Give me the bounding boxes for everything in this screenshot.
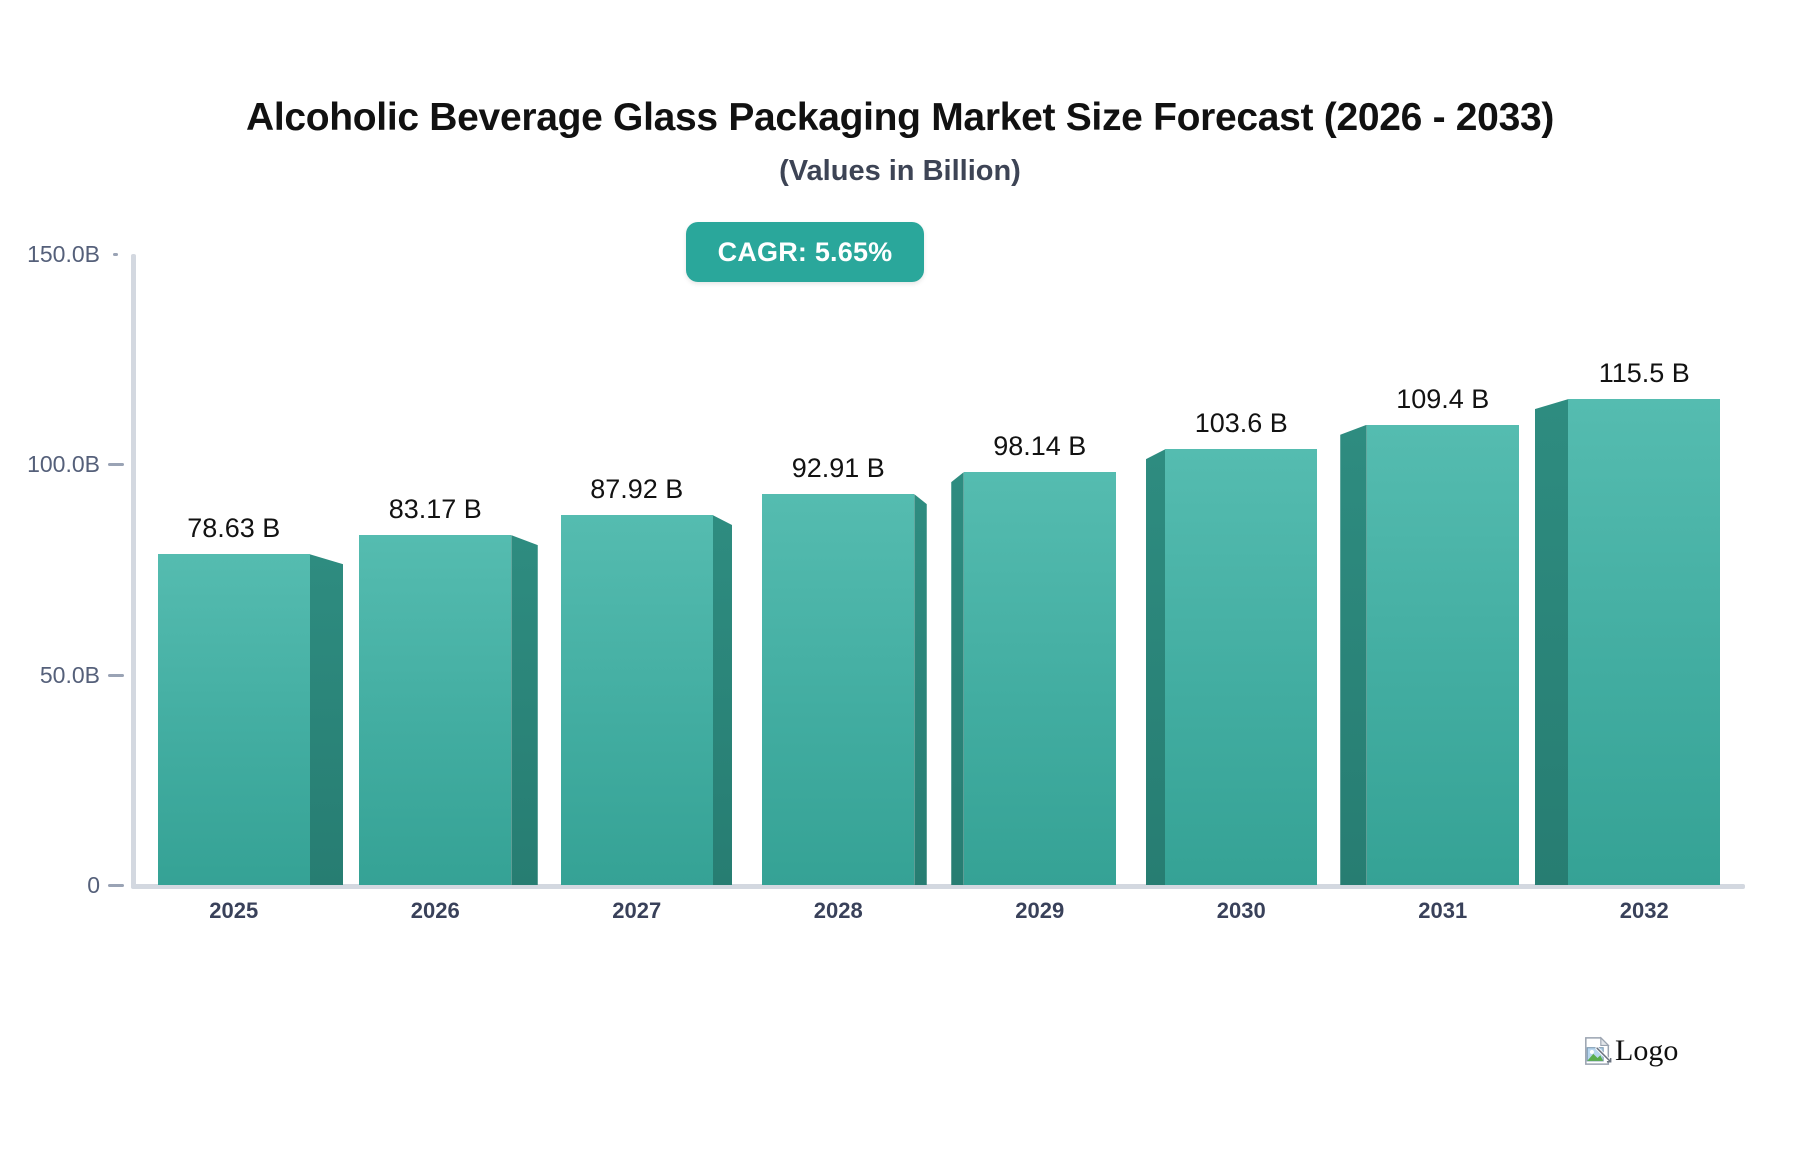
bar-front-face bbox=[963, 472, 1116, 885]
bar-2026[interactable]: 83.17 B bbox=[359, 494, 538, 885]
x-tick-label-2032: 2032 bbox=[1619, 898, 1669, 923]
cagr-badge: CAGR: 5.65% bbox=[686, 222, 924, 282]
bar-2031[interactable]: 109.4 B bbox=[1340, 384, 1519, 885]
y-tick-label: 100.0B bbox=[27, 451, 100, 478]
bar-value-label: 98.14 B bbox=[993, 431, 1087, 462]
bar-front-face bbox=[1366, 424, 1519, 885]
x-tick-label-2029: 2029 bbox=[1015, 898, 1065, 923]
bar-2032[interactable]: 115.5 B bbox=[1534, 358, 1721, 885]
bar-side-face bbox=[309, 554, 344, 885]
x-tick-label-2030: 2030 bbox=[1216, 898, 1266, 923]
bar-front-face bbox=[560, 515, 713, 885]
bar-value-label: 115.5 B bbox=[1598, 358, 1690, 389]
y-tick: 150.0B bbox=[0, 241, 100, 267]
y-tick-mark bbox=[108, 463, 124, 467]
y-tick-mark bbox=[113, 253, 118, 256]
y-tick: 50.0B bbox=[0, 662, 100, 688]
broken-image-icon bbox=[1585, 1036, 1612, 1065]
chart-title: Alcoholic Beverage Glass Packaging Marke… bbox=[245, 96, 1555, 139]
x-tick-label-2031: 2031 bbox=[1418, 898, 1468, 923]
bar-value-label: 92.91 B bbox=[791, 453, 885, 484]
bar-front-face bbox=[157, 554, 310, 885]
y-tick: 0 bbox=[0, 872, 100, 898]
bar-2025[interactable]: 78.63 B bbox=[157, 513, 344, 885]
bar-side-face bbox=[511, 535, 538, 885]
chart-subtitle: (Values in Billion) bbox=[779, 154, 1021, 187]
logo-placeholder: Logo bbox=[1583, 1036, 1678, 1066]
x-tick-label-2026: 2026 bbox=[410, 898, 460, 923]
bar-2027[interactable]: 87.92 B bbox=[560, 474, 733, 885]
bar-2029[interactable]: 98.14 B bbox=[951, 431, 1116, 885]
y-tick-label: 0 bbox=[87, 872, 100, 898]
y-tick-label: 150.0B bbox=[27, 241, 100, 267]
x-tick-label-2027: 2027 bbox=[612, 898, 662, 923]
bar-2028[interactable]: 92.91 B bbox=[762, 453, 927, 885]
bar-value-label: 103.6 B bbox=[1194, 408, 1288, 439]
bar-side-face bbox=[914, 494, 927, 885]
y-tick-label: 50.0B bbox=[39, 661, 100, 688]
bar-front-face bbox=[1568, 399, 1721, 885]
y-axis-line bbox=[131, 254, 136, 888]
y-tick: 100.0B bbox=[0, 451, 100, 477]
x-tick-label-2025: 2025 bbox=[209, 898, 259, 923]
y-tick-mark bbox=[108, 884, 124, 887]
title-block: Alcoholic Beverage Glass Packaging Marke… bbox=[0, 96, 1800, 188]
bar-side-face bbox=[1534, 399, 1569, 885]
x-tick-label-2028: 2028 bbox=[813, 898, 863, 923]
bar-side-face bbox=[1145, 449, 1166, 885]
bar-value-label: 78.63 B bbox=[187, 513, 281, 544]
bar-value-label: 87.92 B bbox=[590, 474, 684, 505]
y-tick-mark bbox=[108, 673, 124, 677]
bar-2030[interactable]: 103.6 B bbox=[1145, 408, 1318, 885]
bar-side-face bbox=[951, 472, 964, 885]
bar-front-face bbox=[359, 535, 512, 885]
bar-side-face bbox=[712, 515, 733, 885]
bar-side-face bbox=[1340, 424, 1367, 885]
cagr-badge-label: CAGR: 5.65% bbox=[717, 236, 893, 267]
bar-front-face bbox=[1165, 449, 1318, 885]
bar-value-label: 83.17 B bbox=[388, 494, 482, 525]
x-axis-line bbox=[131, 884, 1745, 889]
bar-front-face bbox=[762, 494, 915, 885]
bar-value-label: 109.4 B bbox=[1396, 383, 1490, 414]
logo-alt-text: Logo bbox=[1615, 1034, 1679, 1067]
